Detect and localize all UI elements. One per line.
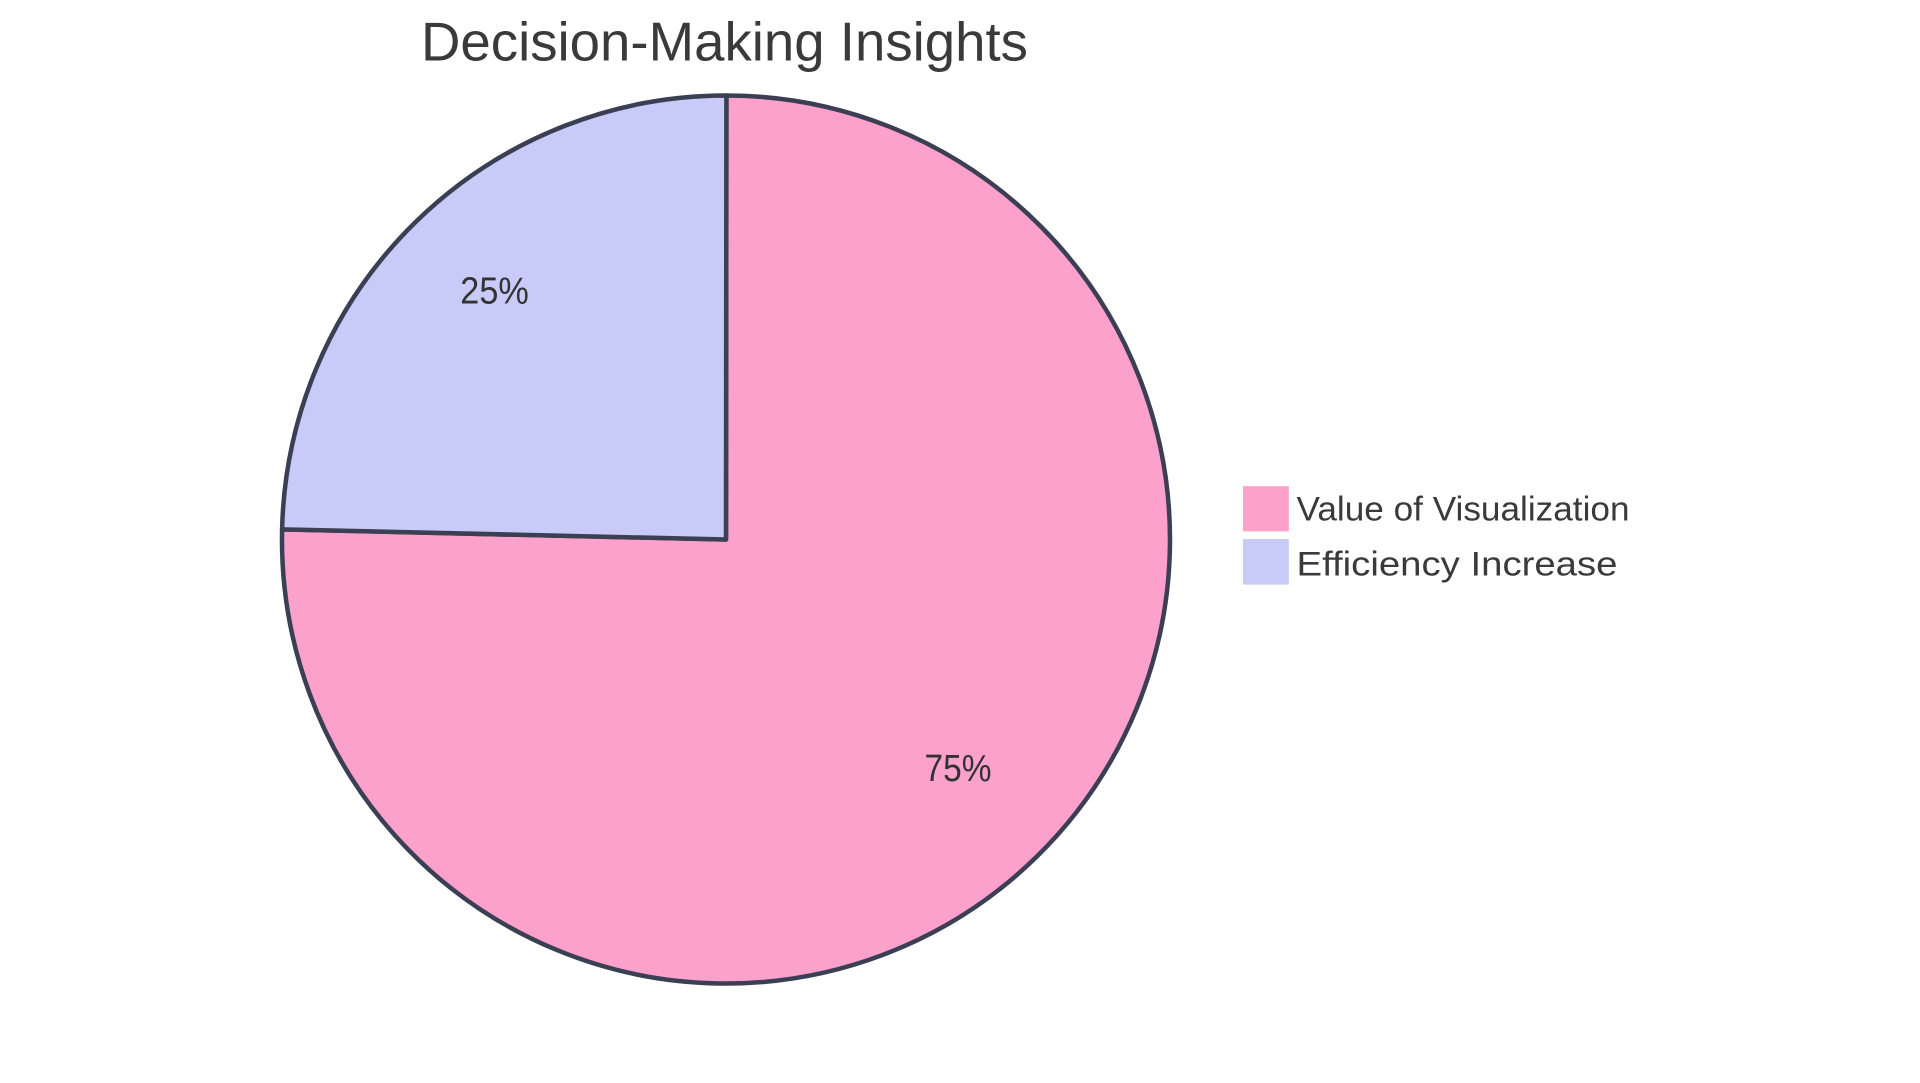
svg-text:Efficiency Increase: Efficiency Increase [1297, 546, 1618, 584]
svg-text:Value of Visualization: Value of Visualization [1297, 490, 1630, 528]
svg-text:Decision-Making Insights: Decision-Making Insights [421, 11, 1028, 73]
svg-text:75%: 75% [925, 748, 992, 790]
svg-text:25%: 25% [460, 270, 529, 312]
